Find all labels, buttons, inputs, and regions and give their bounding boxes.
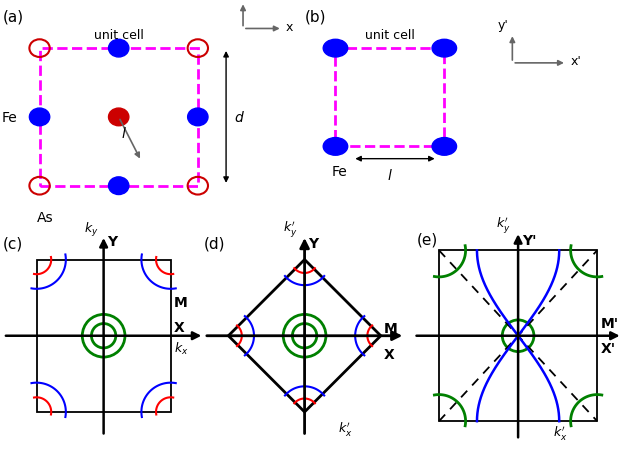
Text: (e): (e) <box>417 232 438 247</box>
Text: $k_x'$: $k_x'$ <box>553 423 567 441</box>
Text: $k_y'$: $k_y'$ <box>496 215 511 235</box>
Circle shape <box>30 109 50 126</box>
Circle shape <box>109 40 129 58</box>
Text: X: X <box>384 347 394 361</box>
Text: M': M' <box>600 317 619 330</box>
Text: (b): (b) <box>305 10 327 25</box>
Text: $k_x$: $k_x$ <box>174 340 188 356</box>
Text: unit cell: unit cell <box>94 29 144 41</box>
Text: (c): (c) <box>3 235 23 251</box>
Text: (a): (a) <box>3 10 24 25</box>
Text: Fe: Fe <box>332 164 348 178</box>
Circle shape <box>323 40 348 58</box>
Text: l: l <box>388 169 392 183</box>
Text: Fe: Fe <box>1 110 17 124</box>
Text: Y': Y' <box>522 233 536 247</box>
Circle shape <box>109 177 129 195</box>
Text: (d): (d) <box>204 235 225 251</box>
Text: M: M <box>174 295 188 309</box>
Text: Y: Y <box>107 235 117 249</box>
Text: X: X <box>174 320 185 334</box>
Circle shape <box>432 138 457 156</box>
Text: $k_x'$: $k_x'$ <box>338 419 352 437</box>
Text: $k_y$: $k_y$ <box>84 221 99 239</box>
Text: Y: Y <box>308 237 318 251</box>
Text: unit cell: unit cell <box>365 29 415 41</box>
Text: X': X' <box>600 342 615 355</box>
Circle shape <box>109 109 129 126</box>
Text: $k_y'$: $k_y'$ <box>283 219 297 239</box>
Text: As: As <box>37 211 53 225</box>
Text: d: d <box>235 110 243 124</box>
Circle shape <box>432 40 457 58</box>
Text: l: l <box>122 126 126 140</box>
Text: y': y' <box>498 19 509 32</box>
Circle shape <box>323 138 348 156</box>
Circle shape <box>188 109 208 126</box>
Text: x': x' <box>570 55 581 68</box>
Text: M: M <box>384 322 398 336</box>
Text: x: x <box>286 20 293 33</box>
